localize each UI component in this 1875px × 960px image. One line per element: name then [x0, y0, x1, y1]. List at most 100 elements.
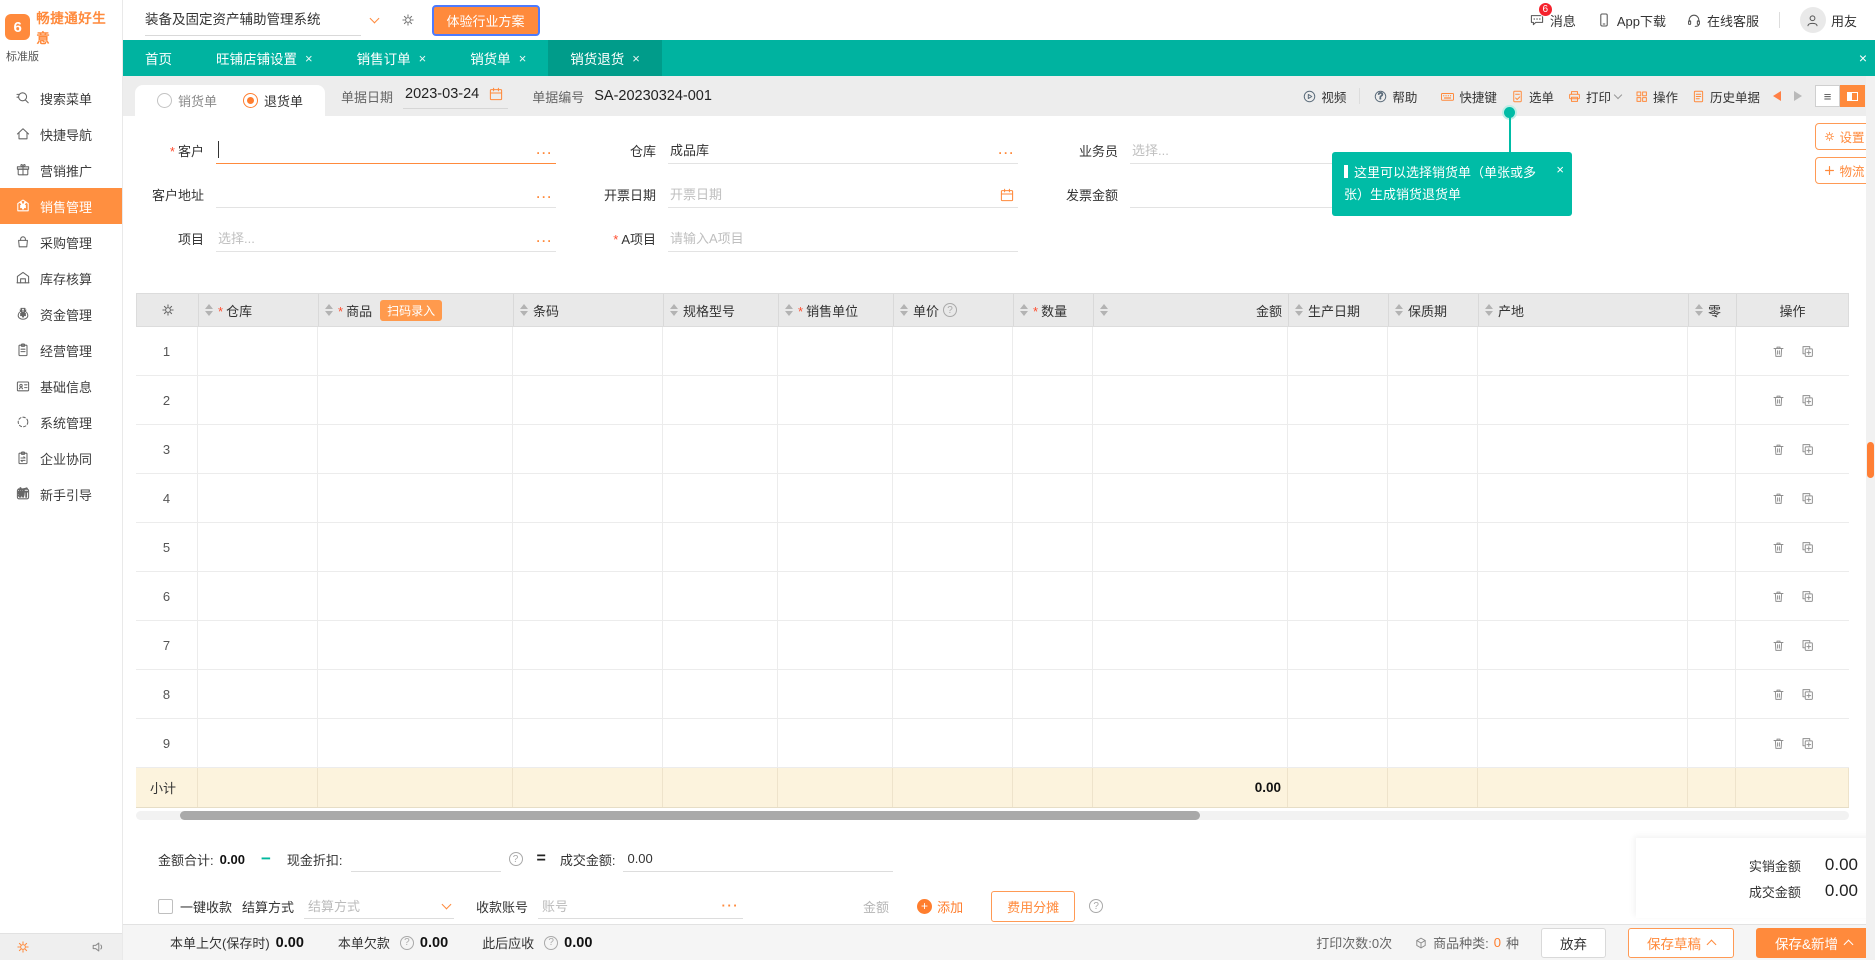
table-cell[interactable]	[318, 425, 513, 473]
delete-row-icon[interactable]	[1771, 540, 1786, 555]
scan-entry-button[interactable]: 扫码录入	[380, 299, 443, 321]
table-cell[interactable]	[1093, 523, 1288, 571]
table-cell[interactable]	[1688, 425, 1736, 473]
table-cell[interactable]	[198, 621, 318, 669]
info-icon[interactable]	[1089, 899, 1104, 913]
info-icon[interactable]	[943, 303, 958, 317]
table-cell[interactable]	[318, 621, 513, 669]
column-retail[interactable]: 零	[1689, 294, 1737, 326]
copy-row-icon[interactable]	[1800, 589, 1815, 604]
table-cell[interactable]	[1388, 327, 1478, 375]
sidebar-item-sales[interactable]: 销售管理	[0, 188, 122, 224]
trial-industry-button[interactable]: 体验行业方案	[431, 4, 540, 36]
column-warehouse[interactable]: 仓库	[199, 294, 319, 326]
column-amount[interactable]: 金额	[1094, 294, 1289, 326]
account-field[interactable]: 账号	[538, 893, 744, 919]
table-cell[interactable]	[198, 572, 318, 620]
table-cell[interactable]	[1093, 621, 1288, 669]
table-cell[interactable]	[1013, 572, 1093, 620]
calendar-icon[interactable]	[999, 187, 1015, 203]
sort-icons[interactable]	[1295, 304, 1303, 316]
invoice-date-field[interactable]: 开票日期	[668, 181, 1018, 208]
table-cell[interactable]	[1388, 376, 1478, 424]
logistics-button[interactable]: 物流	[1815, 157, 1873, 184]
chevron-down-icon[interactable]	[369, 13, 379, 23]
table-cell[interactable]	[663, 376, 778, 424]
table-cell[interactable]	[1013, 670, 1093, 718]
table-cell[interactable]	[1478, 474, 1688, 522]
table-cell[interactable]	[1093, 670, 1288, 718]
table-cell[interactable]	[893, 425, 1013, 473]
sort-icons[interactable]	[785, 304, 793, 316]
table-cell[interactable]	[1388, 474, 1478, 522]
user-item[interactable]: 用友	[1799, 7, 1857, 33]
table-cell[interactable]	[318, 376, 513, 424]
table-cell[interactable]	[1013, 425, 1093, 473]
table-cell[interactable]	[778, 327, 893, 375]
table-cell[interactable]	[778, 425, 893, 473]
table-cell[interactable]	[1093, 474, 1288, 522]
salesman-field[interactable]: 选择...	[1130, 137, 1470, 164]
table-cell[interactable]	[1478, 376, 1688, 424]
column-unit[interactable]: 销售单位	[779, 294, 894, 326]
copy-row-icon[interactable]	[1800, 491, 1815, 506]
table-cell[interactable]	[513, 621, 663, 669]
table-cell[interactable]	[1388, 425, 1478, 473]
project-field[interactable]: 选择...	[216, 225, 556, 252]
table-cell[interactable]	[663, 327, 778, 375]
scrollbar-thumb[interactable]	[1867, 442, 1874, 478]
column-qty[interactable]: 数量	[1014, 294, 1094, 326]
save-and-new-button[interactable]: 保存&新增	[1755, 927, 1871, 958]
table-cell[interactable]	[893, 327, 1013, 375]
sidebar-item-purchase[interactable]: 采购管理	[0, 224, 122, 260]
info-icon[interactable]	[544, 935, 559, 950]
tab-sales-invoice[interactable]: 销货单 ×	[448, 40, 548, 76]
table-cell[interactable]	[1288, 572, 1388, 620]
table-cell[interactable]	[778, 376, 893, 424]
table-cell[interactable]	[1013, 719, 1093, 767]
print-button[interactable]: 打印	[1567, 87, 1623, 106]
table-cell[interactable]	[663, 523, 778, 571]
info-icon[interactable]	[399, 935, 414, 950]
table-cell[interactable]	[1388, 670, 1478, 718]
table-cell[interactable]	[198, 376, 318, 424]
table-cell[interactable]	[778, 572, 893, 620]
tab-close-icon[interactable]: ×	[418, 50, 427, 66]
copy-row-icon[interactable]	[1800, 638, 1815, 653]
tabbar-close-icon[interactable]: ×	[1858, 50, 1867, 66]
fee-share-button[interactable]: 费用分摊	[991, 890, 1076, 922]
pick-order-button[interactable]: 选单	[1510, 87, 1554, 106]
table-cell[interactable]	[1688, 670, 1736, 718]
table-cell[interactable]	[893, 670, 1013, 718]
sort-icons[interactable]	[520, 304, 528, 316]
table-cell[interactable]	[1388, 621, 1478, 669]
sidebar-item-beginner-guide[interactable]: 新手引导	[0, 476, 122, 512]
info-icon[interactable]	[508, 852, 523, 866]
table-cell[interactable]	[1478, 670, 1688, 718]
tab-close-icon[interactable]: ×	[632, 50, 640, 66]
column-price[interactable]: 单价	[894, 294, 1014, 326]
speaker-icon[interactable]	[90, 939, 106, 955]
table-cell[interactable]	[1688, 523, 1736, 571]
system-selector[interactable]: 装备及固定资产辅助管理系统	[145, 5, 361, 36]
table-cell[interactable]	[318, 670, 513, 718]
ellipsis-picker-icon[interactable]	[999, 146, 1016, 160]
copy-row-icon[interactable]	[1800, 442, 1815, 457]
table-cell[interactable]	[1388, 572, 1478, 620]
table-cell[interactable]	[1688, 327, 1736, 375]
method-select[interactable]: 结算方式	[304, 893, 455, 919]
table-cell[interactable]	[1288, 523, 1388, 571]
table-cell[interactable]	[893, 474, 1013, 522]
table-cell[interactable]	[1688, 474, 1736, 522]
table-cell[interactable]	[1093, 376, 1288, 424]
table-cell[interactable]	[198, 670, 318, 718]
table-cell[interactable]	[663, 719, 778, 767]
table-cell[interactable]	[893, 572, 1013, 620]
table-cell[interactable]	[513, 474, 663, 522]
table-cell[interactable]	[198, 719, 318, 767]
tooltip-close-icon[interactable]: ×	[1556, 162, 1564, 177]
discard-button[interactable]: 放弃	[1540, 927, 1606, 958]
ellipsis-picker-icon[interactable]	[537, 190, 554, 204]
delete-row-icon[interactable]	[1771, 736, 1786, 751]
table-cell[interactable]	[663, 670, 778, 718]
